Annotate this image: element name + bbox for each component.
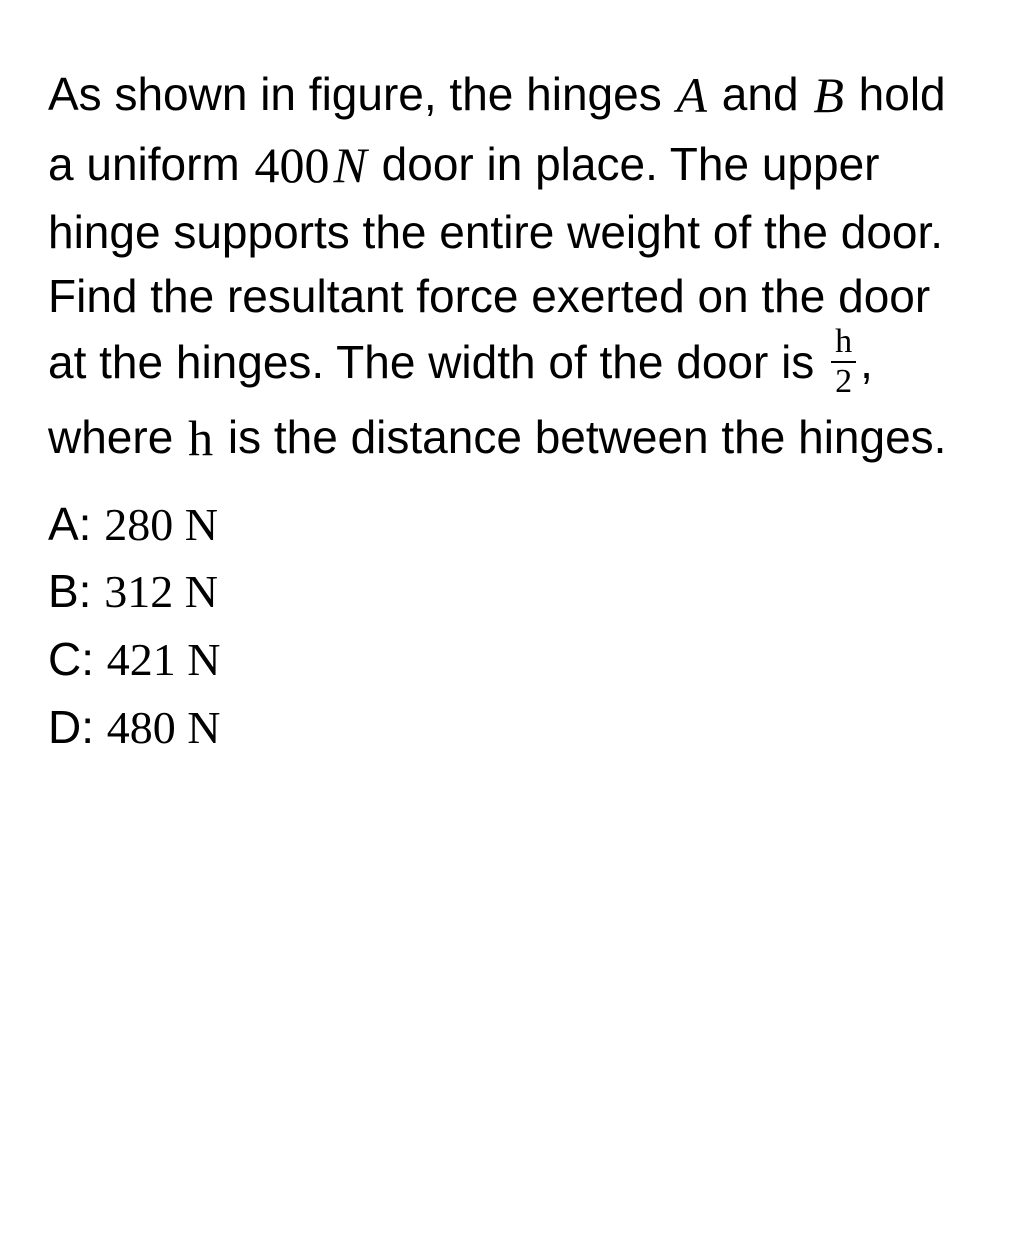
option-label: D:	[48, 701, 107, 753]
fraction-numerator: h	[831, 325, 856, 363]
answer-option-b[interactable]: B: 312 N	[48, 558, 976, 626]
math-italic: B	[811, 67, 846, 123]
answer-option-a[interactable]: A: 280 N	[48, 491, 976, 559]
answer-option-d[interactable]: D: 480 N	[48, 694, 976, 762]
math-italic: A	[674, 67, 709, 123]
option-label: B:	[48, 565, 104, 617]
math-roman: h	[186, 410, 215, 466]
question-text-span: and	[709, 68, 811, 120]
question-text-span: As shown in figure, the hinges	[48, 68, 674, 120]
fraction-denominator: 2	[831, 363, 856, 399]
math-roman: 400	[253, 137, 332, 193]
fraction: h2	[831, 325, 856, 399]
question-text: As shown in figure, the hinges A and B h…	[48, 60, 976, 473]
question-text-span: is the distance between the hinges.	[215, 411, 946, 463]
option-value: 480 N	[107, 702, 221, 753]
option-label: C:	[48, 633, 107, 685]
option-value: 312 N	[104, 566, 218, 617]
answer-options: A: 280 NB: 312 NC: 421 ND: 480 N	[48, 491, 976, 762]
option-value: 421 N	[107, 634, 221, 685]
option-label: A:	[48, 498, 104, 550]
question-page: As shown in figure, the hinges A and B h…	[0, 0, 1024, 810]
math-italic: N	[332, 137, 369, 193]
option-value: 280 N	[104, 499, 218, 550]
answer-option-c[interactable]: C: 421 N	[48, 626, 976, 694]
